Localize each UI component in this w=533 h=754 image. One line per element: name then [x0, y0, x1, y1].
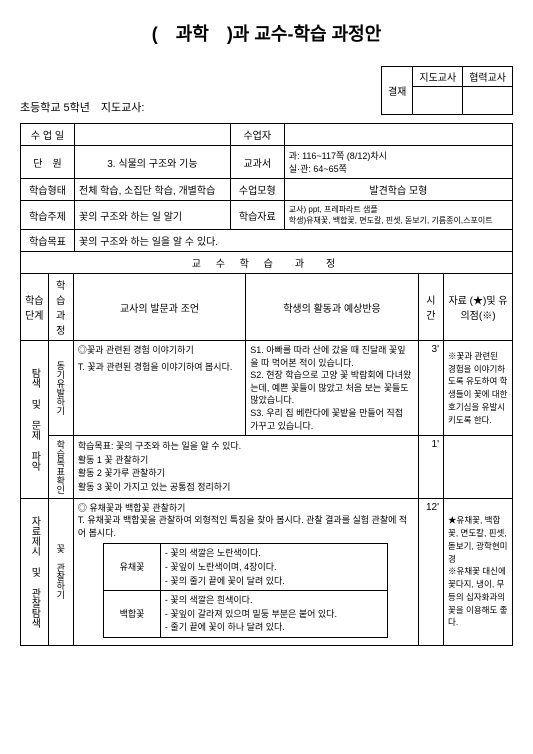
- stage-2: 자료제시 및 관찰탐색: [21, 498, 49, 645]
- textbook-value: 과: 116~117쪽 (8/12)차시 실·관: 64~65쪽: [284, 146, 512, 179]
- obs-1-l1: - 꽃의 색깔은 노란색이다.: [165, 547, 384, 560]
- unit-label: 단 원: [21, 146, 75, 179]
- form-label: 학습형태: [21, 179, 75, 201]
- flow-2: 꽃 관찰하기: [48, 498, 73, 645]
- info-table: 수 업 일 수업자 단 원 3. 식물의 구조와 기능 교과서 과: 116~1…: [20, 123, 513, 252]
- note-2: ★유채꽃, 백합꽃, 면도칼, 핀셋, 돋보기, 광학현미경 ※유채꽃 대신에 …: [444, 498, 513, 645]
- obs-label-1: 유채꽃: [104, 544, 161, 591]
- teacher-label: 수업자: [230, 124, 284, 146]
- process-header: 교 수 학 습 과 정: [20, 252, 513, 273]
- obs-label-2: 백합꽃: [104, 591, 161, 638]
- col-notes: 자료 (★)및 유의점(※): [444, 274, 513, 341]
- time-2: 12': [418, 498, 443, 645]
- obs-1-l2: - 꽃잎이 노란색이며, 4장이다.: [165, 561, 384, 574]
- flow-1: 동기유발하기: [48, 341, 73, 436]
- activity-2-head: ◎ 유채꽃과 백합꽃 관찰하기: [78, 502, 414, 515]
- approval-box: 결재 지도교사 협력교사: [381, 66, 513, 115]
- col-student: 학생의 활동과 예상반응: [246, 274, 418, 341]
- goal-label: 학습목표: [21, 230, 75, 252]
- goal-line-2: 활동 2 꽃가루 관찰하기: [78, 467, 414, 480]
- student-activity-1: S1. 아빠를 따라 산에 갔을 때 진달래 꽃잎을 따 먹어본 적이 있습니다…: [246, 341, 418, 436]
- approval-coop-sign: [463, 87, 513, 115]
- col-teacher: 교사의 발문과 조언: [73, 274, 245, 341]
- material-value: 교사) ppt, 프레파라트 샘플 학생)유채꽃, 백합꽃, 면도칼, 핀셋, …: [284, 201, 512, 230]
- topic-value: 꽃의 구조와 하는 일 알기: [75, 201, 231, 230]
- date-value: [75, 124, 231, 146]
- obs-desc-1: - 꽃의 색깔은 노란색이다. - 꽃잎이 노란색이며, 4장이다. - 꽃의 …: [160, 544, 388, 591]
- col-flow: 학습과정: [48, 274, 73, 341]
- material-label: 학습자료: [230, 201, 284, 230]
- flow-goal: 학습목표확인: [48, 436, 73, 498]
- observation-table: 유채꽃 - 꽃의 색깔은 노란색이다. - 꽃잎이 노란색이며, 4장이다. -…: [103, 543, 388, 638]
- note-goal: [444, 436, 513, 498]
- approval-label: 결재: [381, 67, 412, 115]
- col-stage: 학습단계: [21, 274, 49, 341]
- time-goal: 1': [418, 436, 443, 498]
- model-label: 수업모형: [230, 179, 284, 201]
- model-value: 발견학습 모형: [284, 179, 512, 201]
- teacher-head-1: ◎꽃과 관련된 경험 이야기하기: [78, 344, 241, 357]
- approval-teacher-sign: [413, 87, 463, 115]
- school-info: 초등학교 5학년 지도교사:: [20, 99, 144, 115]
- time-1: 3': [418, 341, 443, 436]
- teacher-value: [284, 124, 512, 146]
- goal-line-1: 활동 1 꽃 관찰하기: [78, 454, 414, 467]
- topic-label: 학습주제: [21, 201, 75, 230]
- obs-1-l3: - 꽃의 줄기 끝에 꽃이 달려 있다.: [165, 575, 384, 588]
- s2: S2. 현장 학습으로 고양 꽃 박람회에 다녀왔는데, 예쁜 꽃들이 많았고 …: [250, 369, 413, 407]
- teacher-body-1: T. 꽃과 관련된 경험을 이야기하여 봅시다.: [78, 361, 241, 374]
- date-label: 수 업 일: [21, 124, 75, 146]
- obs-2-l1: - 꽃의 색깔은 흰색이다.: [165, 594, 384, 607]
- stage-1: 탐색 및 문제 파악: [21, 341, 49, 499]
- approval-coop-header: 협력교사: [463, 67, 513, 87]
- goal-line-3: 활동 3 꽃이 가지고 있는 공통점 정리하기: [78, 481, 414, 494]
- s1: S1. 아빠를 따라 산에 갔을 때 진달래 꽃잎을 따 먹어본 적이 있습니다…: [250, 344, 413, 369]
- s3: S3. 우리 집 베란다에 꽃밭을 만들어 직접 가꾸고 있습니다.: [250, 407, 413, 432]
- obs-2-l3: - 줄기 끝에 꽃이 하나 달려 있다.: [165, 621, 384, 634]
- goal-value: 꽃의 구조와 하는 일을 알 수 있다.: [75, 230, 513, 252]
- note-1: ※꽃과 관련된 경험을 이야기하도록 유도하여 학생들이 꽃에 대한 호기심을 …: [444, 341, 513, 436]
- approval-teacher-header: 지도교사: [413, 67, 463, 87]
- teacher-activity-1: ◎꽃과 관련된 경험 이야기하기 T. 꽃과 관련된 경험을 이야기하여 봅시다…: [73, 341, 245, 436]
- form-value: 전체 학습, 소집단 학습, 개별학습: [75, 179, 231, 201]
- process-table: 학습단계 학습과정 교사의 발문과 조언 학생의 활동과 예상반응 시간 자료 …: [20, 273, 513, 646]
- activity-2-body: T. 유채꽃과 백합꽃을 관찰하여 외형적인 특징을 찾아 봅시다. 관찰 결과…: [78, 514, 414, 539]
- unit-value: 3. 식물의 구조와 기능: [75, 146, 231, 179]
- page-title: ( 과학 )과 교수-학습 과정안: [20, 20, 513, 46]
- goal-line-0: 학습목표: 꽃의 구조와 하는 일을 알 수 있다.: [78, 440, 414, 453]
- col-time: 시간: [418, 274, 443, 341]
- activity-2: ◎ 유채꽃과 백합꽃 관찰하기 T. 유채꽃과 백합꽃을 관찰하여 외형적인 특…: [73, 498, 418, 645]
- goal-activities: 학습목표: 꽃의 구조와 하는 일을 알 수 있다. 활동 1 꽃 관찰하기 활…: [73, 436, 418, 498]
- obs-desc-2: - 꽃의 색깔은 흰색이다. - 꽃잎이 갈라져 있으며 밑둥 부분은 붙어 있…: [160, 591, 388, 638]
- textbook-label: 교과서: [230, 146, 284, 179]
- obs-2-l2: - 꽃잎이 갈라져 있으며 밑둥 부분은 붙어 있다.: [165, 608, 384, 621]
